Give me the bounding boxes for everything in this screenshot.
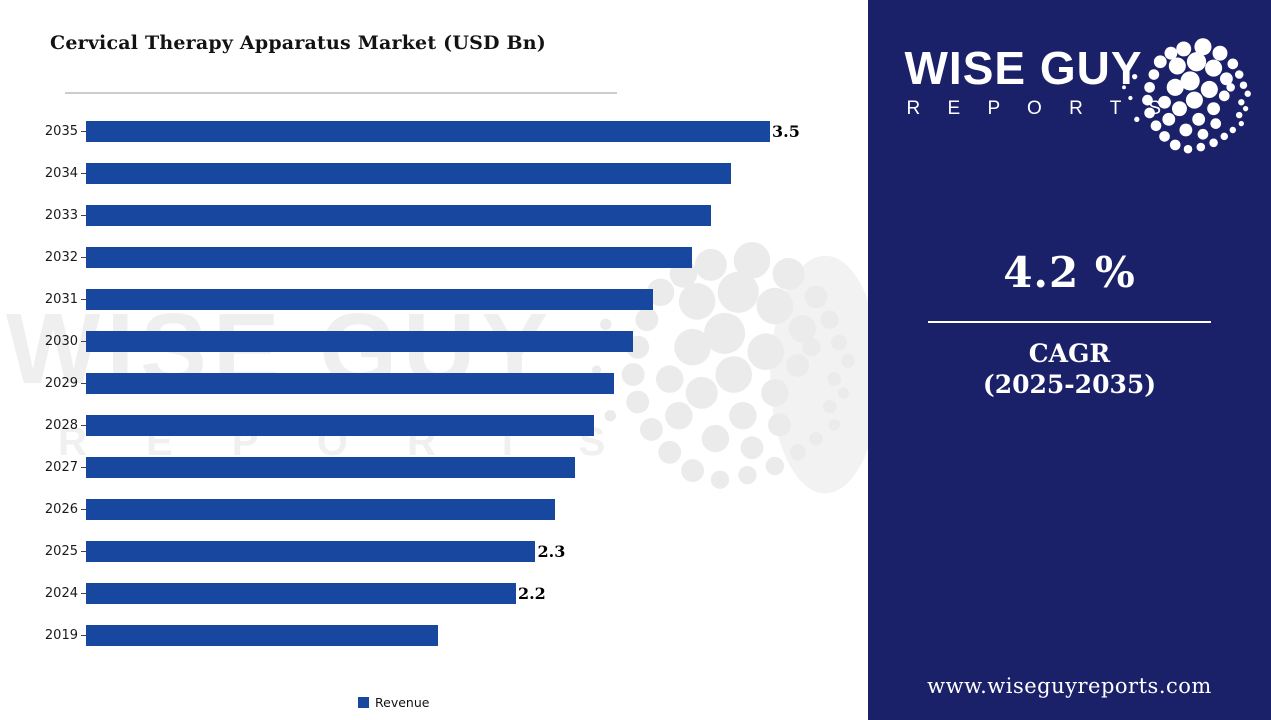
bar-2032 [86, 246, 692, 268]
y-tick [81, 424, 86, 426]
bar-2026 [86, 498, 556, 520]
year-label-2032: 2032 [44, 249, 78, 265]
bar-row-2031: 2031 [38, 278, 800, 320]
y-tick [81, 550, 86, 552]
legend-swatch [358, 697, 369, 708]
year-label-2025: 2025 [44, 543, 78, 559]
bar-row-2029: 2029 [38, 362, 800, 404]
value-label-2024: 2.2 [517, 583, 546, 603]
y-tick [81, 466, 86, 468]
y-tick [81, 592, 86, 594]
year-label-2027: 2027 [44, 459, 78, 475]
wiseguy-logo: WISE GUY R E P O R T S [904, 38, 1251, 154]
bar-2019 [86, 624, 438, 646]
bar-row-2025: 2025 2.3 [38, 530, 800, 572]
year-label-2026: 2026 [44, 501, 78, 517]
cagr-value: 4.2 % [1003, 248, 1136, 297]
bar-row-2032: 2032 [38, 236, 800, 278]
y-tick [81, 340, 86, 342]
year-label-2028: 2028 [44, 417, 78, 433]
bar-row-2034: 2034 [38, 152, 800, 194]
website-url: www.wiseguyreports.com [927, 674, 1212, 698]
bar-row-2024: 2024 2.2 [38, 572, 800, 614]
year-label-2029: 2029 [44, 375, 78, 391]
bar-2028 [86, 414, 595, 436]
bar-row-2026: 2026 [38, 488, 800, 530]
y-tick [81, 130, 86, 132]
bar-2033 [86, 204, 712, 226]
y-tick [81, 172, 86, 174]
bar-2027 [86, 456, 575, 478]
bar-2034 [86, 162, 731, 184]
logo-subtitle: R E P O R T S [906, 98, 1172, 120]
year-label-2024: 2024 [44, 585, 78, 601]
bar-2024 [86, 582, 516, 604]
bar-row-2019: 2019 [38, 614, 800, 656]
y-tick [81, 634, 86, 636]
legend: Revenue [358, 695, 429, 710]
logo-head-icon [1121, 38, 1251, 154]
y-tick [81, 256, 86, 258]
year-label-2034: 2034 [44, 165, 78, 181]
bar-row-2035: 2035 3.5 [38, 110, 800, 152]
logo-wordmark: WISE GUY [904, 42, 1143, 94]
y-tick [81, 382, 86, 384]
chart-section: WISE GUY R E P O R T S [6, 32, 868, 710]
bar-2031 [86, 288, 653, 310]
title-underline [65, 92, 617, 94]
bar-row-2027: 2027 [38, 446, 800, 488]
year-label-2019: 2019 [44, 627, 78, 643]
year-label-2033: 2033 [44, 207, 78, 223]
y-tick [81, 298, 86, 300]
value-label-2025: 2.3 [537, 541, 566, 561]
bar-chart: 2035 3.5 2034 2033 2032 2031 2030 2029 2028 2027 2… [38, 110, 800, 656]
year-label-2031: 2031 [44, 291, 78, 307]
bar-2035 [86, 120, 770, 142]
bar-row-2033: 2033 [38, 194, 800, 236]
cagr-period: (2025-2035) [982, 370, 1157, 399]
value-label-2035: 3.5 [772, 121, 800, 141]
y-tick [81, 508, 86, 510]
bar-2029 [86, 372, 614, 394]
cagr-divider [928, 321, 1211, 323]
chart-title: Cervical Therapy Apparatus Market (USD B… [50, 32, 546, 54]
bar-row-2030: 2030 [38, 320, 800, 362]
bar-2030 [86, 330, 634, 352]
y-tick [81, 214, 86, 216]
bar-2025 [86, 540, 536, 562]
legend-label: Revenue [375, 695, 430, 710]
info-panel: WISE GUY R E P O R T S [868, 0, 1271, 720]
year-label-2035: 2035 [44, 123, 78, 139]
year-label-2030: 2030 [44, 333, 78, 349]
bar-row-2028: 2028 [38, 404, 800, 446]
cagr-label: CAGR [1028, 339, 1111, 368]
